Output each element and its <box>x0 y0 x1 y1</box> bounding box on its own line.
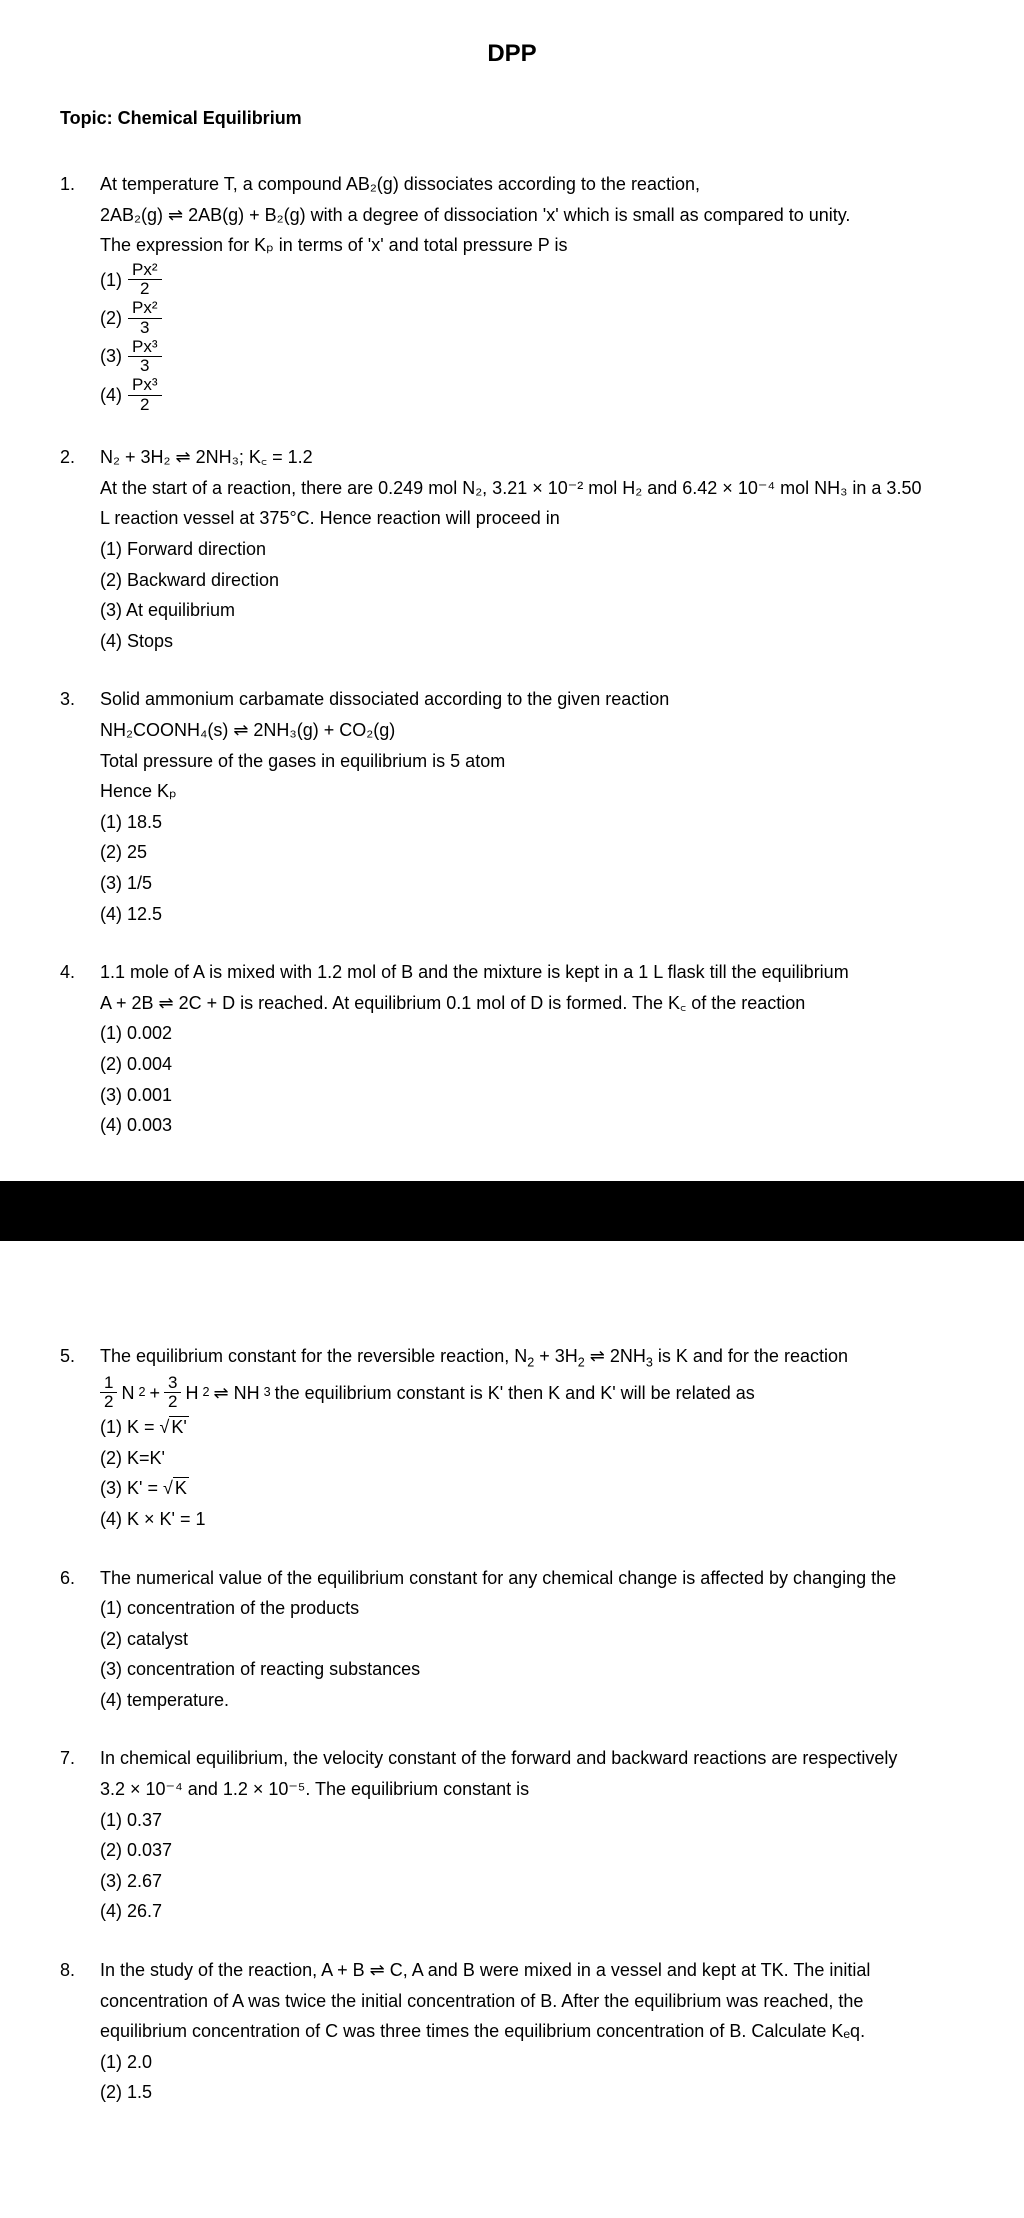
stem-line: A + 2B ⇌ 2C + D is reached. At equilibri… <box>100 988 964 1019</box>
option: (4) 0.003 <box>100 1110 964 1141</box>
stem-line: equilibrium concentration of C was three… <box>100 2016 964 2047</box>
stem-line: N₂ + 3H₂ ⇌ 2NH₃; K꜀ = 1.2 <box>100 442 964 473</box>
page-separator <box>0 1181 1024 1241</box>
option: (2) 1.5 <box>100 2077 964 2108</box>
stem-line: At temperature T, a compound AB₂(g) diss… <box>100 169 964 200</box>
question-body: In chemical equilibrium, the velocity co… <box>100 1743 964 1927</box>
option: (1) K = √K' <box>100 1412 964 1443</box>
stem-line: Total pressure of the gases in equilibri… <box>100 746 964 777</box>
question-number: 2. <box>60 442 100 656</box>
question-body: 1.1 mole of A is mixed with 1.2 mol of B… <box>100 957 964 1141</box>
stem-line: In the study of the reaction, A + B ⇌ C,… <box>100 1955 964 1986</box>
question-5: 5. The equilibrium constant for the reve… <box>60 1341 964 1535</box>
option: (3) concentration of reacting substances <box>100 1654 964 1685</box>
option: (3) 0.001 <box>100 1080 964 1111</box>
question-4: 4. 1.1 mole of A is mixed with 1.2 mol o… <box>60 957 964 1141</box>
question-7: 7. In chemical equilibrium, the velocity… <box>60 1743 964 1927</box>
question-body: N₂ + 3H₂ ⇌ 2NH₃; K꜀ = 1.2 At the start o… <box>100 442 964 656</box>
question-3: 3. Solid ammonium carbamate dissociated … <box>60 684 964 929</box>
option: (2) catalyst <box>100 1624 964 1655</box>
option: (3) 1/5 <box>100 868 964 899</box>
option: (4) Px³2 <box>100 376 964 414</box>
option: (3) 2.67 <box>100 1866 964 1897</box>
stem-line: NH₂COONH₄(s) ⇌ 2NH₃(g) + CO₂(g) <box>100 715 964 746</box>
page-title: DPP <box>60 40 964 68</box>
option: (2) Px²3 <box>100 299 964 337</box>
option: (3) Px³3 <box>100 338 964 376</box>
stem-line: In chemical equilibrium, the velocity co… <box>100 1743 964 1774</box>
stem-line: The numerical value of the equilibrium c… <box>100 1563 964 1594</box>
question-2: 2. N₂ + 3H₂ ⇌ 2NH₃; K꜀ = 1.2 At the star… <box>60 442 964 656</box>
option: (1) 0.002 <box>100 1018 964 1049</box>
question-body: At temperature T, a compound AB₂(g) diss… <box>100 169 964 414</box>
question-body: The equilibrium constant for the reversi… <box>100 1341 964 1535</box>
stem-line: Hence Kₚ <box>100 776 964 807</box>
question-body: Solid ammonium carbamate dissociated acc… <box>100 684 964 929</box>
stem-line: Solid ammonium carbamate dissociated acc… <box>100 684 964 715</box>
option: (4) Stops <box>100 626 964 657</box>
option: (1) 2.0 <box>100 2047 964 2078</box>
stem-line: The expression for Kₚ in terms of 'x' an… <box>100 230 964 261</box>
question-body: In the study of the reaction, A + B ⇌ C,… <box>100 1955 964 2108</box>
stem-line: 2AB₂(g) ⇌ 2AB(g) + B₂(g) with a degree o… <box>100 200 964 231</box>
question-number: 1. <box>60 169 100 414</box>
option: (4) temperature. <box>100 1685 964 1716</box>
question-8: 8. In the study of the reaction, A + B ⇌… <box>60 1955 964 2108</box>
stem-line: 3.2 × 10⁻⁴ and 1.2 × 10⁻⁵. The equilibri… <box>100 1774 964 1805</box>
question-number: 7. <box>60 1743 100 1927</box>
option: (2) K=K' <box>100 1443 964 1474</box>
option: (3) At equilibrium <box>100 595 964 626</box>
option: (3) K' = √K <box>100 1473 964 1504</box>
stem-line: At the start of a reaction, there are 0.… <box>100 473 964 504</box>
question-body: The numerical value of the equilibrium c… <box>100 1563 964 1716</box>
option: (2) Backward direction <box>100 565 964 596</box>
question-6: 6. The numerical value of the equilibriu… <box>60 1563 964 1716</box>
question-number: 6. <box>60 1563 100 1716</box>
option: (2) 0.004 <box>100 1049 964 1080</box>
topic-heading: Topic: Chemical Equilibrium <box>60 108 964 129</box>
option: (4) K × K' = 1 <box>100 1504 964 1535</box>
stem-line: 12N2 + 32H2 ⇌ NH3 the equilibrium consta… <box>100 1374 964 1412</box>
option: (2) 25 <box>100 837 964 868</box>
option: (1) concentration of the products <box>100 1593 964 1624</box>
stem-line: 1.1 mole of A is mixed with 1.2 mol of B… <box>100 957 964 988</box>
option: (1) Forward direction <box>100 534 964 565</box>
option: (2) 0.037 <box>100 1835 964 1866</box>
question-number: 8. <box>60 1955 100 2108</box>
stem-line: L reaction vessel at 375°C. Hence reacti… <box>100 503 964 534</box>
option: (1) 18.5 <box>100 807 964 838</box>
option: (1) Px²2 <box>100 261 964 299</box>
option: (1) 0.37 <box>100 1805 964 1836</box>
question-number: 4. <box>60 957 100 1141</box>
option: (4) 12.5 <box>100 899 964 930</box>
question-1: 1. At temperature T, a compound AB₂(g) d… <box>60 169 964 414</box>
option: (4) 26.7 <box>100 1896 964 1927</box>
question-number: 3. <box>60 684 100 929</box>
stem-line: concentration of A was twice the initial… <box>100 1986 964 2017</box>
question-number: 5. <box>60 1341 100 1535</box>
stem-line: The equilibrium constant for the reversi… <box>100 1341 964 1374</box>
